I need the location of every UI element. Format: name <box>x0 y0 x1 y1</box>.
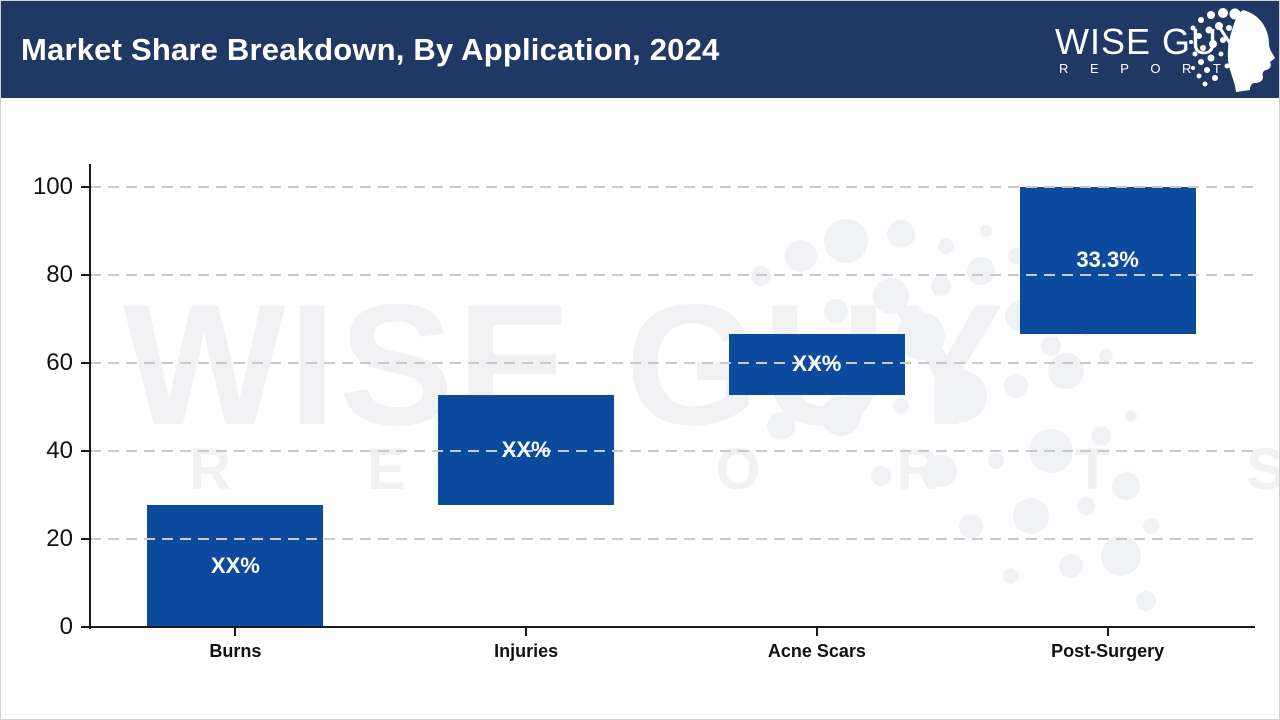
header-bar: Market Share Breakdown, By Application, … <box>1 1 1279 98</box>
y-tick-label: 60 <box>46 349 73 376</box>
bar-value-label: XX% <box>210 552 260 578</box>
x-axis <box>89 626 1255 628</box>
bar-burns <box>147 504 324 627</box>
y-tick-label: 40 <box>46 437 73 464</box>
bar-acne-scars <box>728 333 905 395</box>
x-tick-label-burns: Burns <box>209 641 262 661</box>
gridline-40 <box>90 450 1253 452</box>
x-tick-mark <box>815 628 818 636</box>
x-tick-mark <box>525 628 528 636</box>
bar-post-surgery <box>1019 187 1196 334</box>
bar-value-label: XX% <box>501 436 551 462</box>
y-tick-mark <box>81 274 89 276</box>
y-tick-label: 0 <box>59 613 73 640</box>
y-tick-mark <box>81 626 89 628</box>
y-tick-mark <box>81 186 89 188</box>
logo-subtitle: R E P O R T S <box>1059 61 1260 76</box>
logo-head-icon <box>1189 8 1275 92</box>
wiseguy-logo: WISE GUY R E P O R T S <box>1027 1 1275 98</box>
bar-injuries <box>438 394 615 505</box>
y-tick-mark <box>81 362 89 364</box>
y-tick-label: 20 <box>46 525 73 552</box>
x-tick-label-injuries: Injuries <box>494 641 559 661</box>
gridline-60 <box>90 362 1253 364</box>
chart-title: Market Share Breakdown, By Application, … <box>21 31 720 67</box>
x-tick-mark <box>234 628 237 636</box>
y-tick-mark <box>81 538 89 540</box>
x-tick-mark <box>1106 628 1109 636</box>
x-tick-label-post-surgery: Post-Surgery <box>1051 641 1165 661</box>
gridline-100 <box>90 186 1253 188</box>
y-tick-label: 80 <box>46 261 73 288</box>
y-tick-mark <box>81 450 89 452</box>
bar-value-label: 33.3% <box>1076 247 1139 273</box>
x-tick-label-acne-scars: Acne Scars <box>767 641 866 661</box>
gridline-80 <box>90 274 1253 276</box>
bar-value-label: XX% <box>792 351 842 377</box>
gridline-20 <box>90 538 1253 540</box>
y-axis <box>89 164 91 629</box>
watermark-dots-face <box>748 219 1159 611</box>
y-tick-label: 100 <box>32 173 73 200</box>
